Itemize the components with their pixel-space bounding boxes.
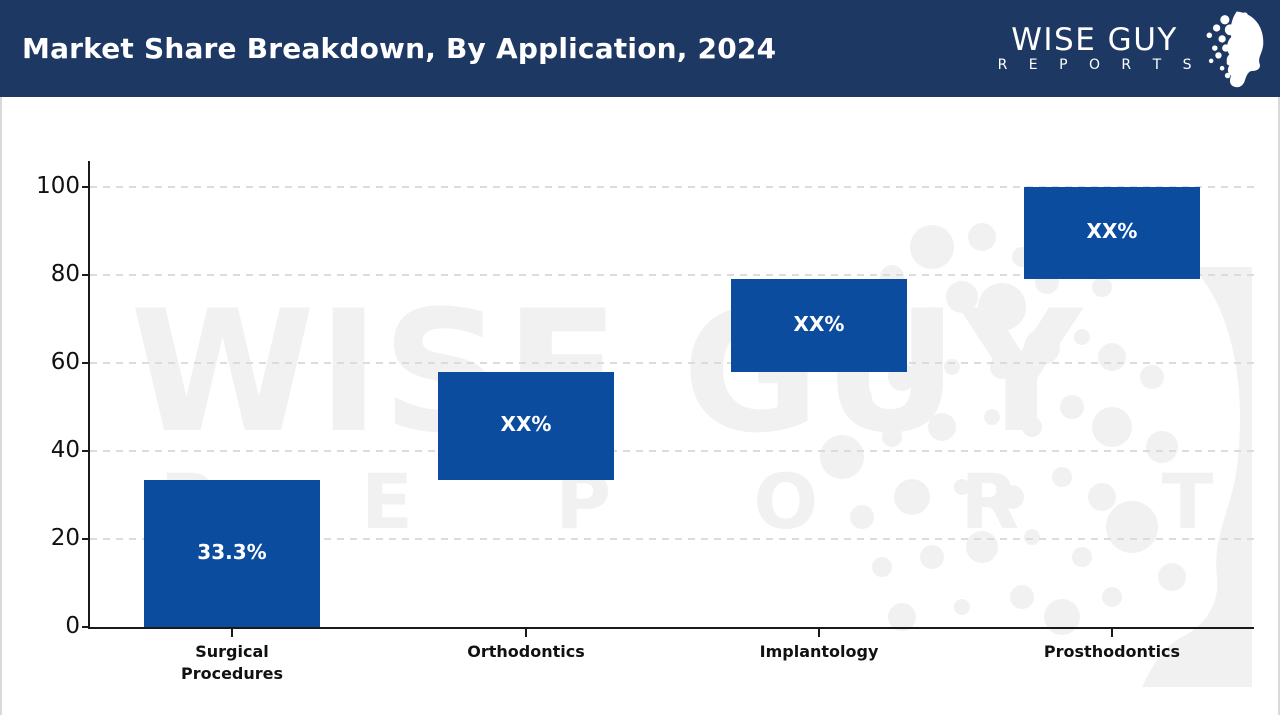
- y-tick-mark: [82, 362, 90, 364]
- y-tick-label: 40: [50, 437, 80, 463]
- bar: [731, 279, 907, 372]
- x-tick-mark: [231, 629, 233, 637]
- x-tick-mark: [818, 629, 820, 637]
- gridline: [90, 538, 1254, 540]
- bar: [1024, 187, 1200, 280]
- face-profile-icon: [1206, 11, 1264, 87]
- header: Market Share Breakdown, By Application, …: [0, 0, 1280, 97]
- bar-label: 33.3%: [197, 539, 267, 564]
- bar-label: XX%: [500, 412, 552, 437]
- gridline: [90, 450, 1254, 452]
- y-tick-mark: [82, 274, 90, 276]
- x-category-label: Surgical Procedures: [180, 642, 284, 683]
- y-tick-mark: [82, 626, 90, 628]
- logo-wordmark: WISE GUY: [1011, 21, 1178, 58]
- x-category-label: Orthodontics: [467, 642, 585, 661]
- x-category-label: Implantology: [759, 642, 879, 661]
- bar-label: XX%: [1086, 219, 1138, 244]
- y-tick-label: 20: [50, 525, 80, 551]
- chart-area: WISE GUY R E P O R T S: [2, 97, 1278, 715]
- bar: [144, 480, 320, 627]
- page-title: Market Share Breakdown, By Application, …: [22, 32, 777, 65]
- bar: [438, 371, 614, 481]
- bar-label: XX%: [793, 311, 845, 336]
- y-tick-label: 0: [65, 613, 80, 639]
- gridline: [90, 274, 1254, 276]
- y-tick-label: 100: [36, 173, 80, 199]
- logo-subtitle: R E P O R T S: [997, 56, 1200, 73]
- gridline: [90, 186, 1254, 188]
- y-tick-label: 80: [50, 261, 80, 287]
- y-tick-mark: [82, 538, 90, 540]
- gridline: [90, 362, 1254, 364]
- x-category-label: Prosthodontics: [1043, 642, 1181, 661]
- y-tick-mark: [82, 186, 90, 188]
- logo-text: WISE GUY R E P O R T S: [989, 24, 1200, 74]
- x-axis-spine: [88, 627, 1254, 629]
- x-tick-mark: [1111, 629, 1113, 637]
- y-tick-mark: [82, 450, 90, 452]
- x-tick-mark: [525, 629, 527, 637]
- y-axis-spine: [88, 161, 90, 629]
- wiseguy-logo: WISE GUY R E P O R T S: [989, 7, 1266, 91]
- y-tick-label: 60: [50, 349, 80, 375]
